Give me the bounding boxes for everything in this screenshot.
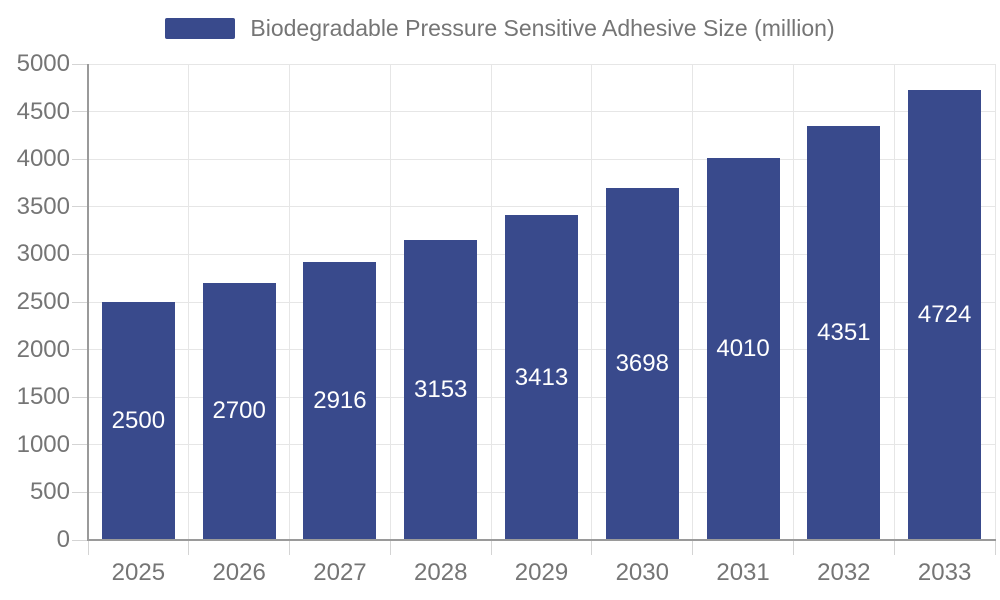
y-tick	[72, 349, 88, 351]
gridline-h	[88, 111, 995, 113]
gridline-v	[692, 64, 694, 540]
x-tick-label: 2026	[212, 559, 266, 586]
bar-value-label: 4010	[716, 335, 770, 363]
y-tick	[72, 396, 88, 398]
y-tick	[72, 539, 88, 541]
y-tick	[72, 158, 88, 160]
gridline-v	[893, 64, 895, 540]
x-tick	[389, 540, 391, 555]
bar-2025[interactable]: 2500	[101, 302, 175, 540]
bar-value-label: 3698	[615, 349, 669, 377]
bar-2032[interactable]: 4351	[807, 125, 881, 540]
x-tick-label: 2032	[817, 559, 871, 586]
y-tick-label: 3000	[16, 240, 70, 268]
bar-value-label: 3153	[414, 375, 468, 403]
legend-swatch	[165, 17, 236, 39]
y-tick	[72, 301, 88, 303]
bar-2027[interactable]: 2916	[303, 262, 377, 540]
gridline-h	[88, 206, 995, 208]
y-tick-label: 1000	[16, 430, 70, 458]
x-tick	[490, 540, 492, 555]
bar-value-label: 2916	[313, 387, 367, 415]
y-tick-label: 2500	[16, 288, 70, 315]
y-tick	[72, 253, 88, 255]
bar-value-label: 2700	[212, 397, 266, 425]
x-tick-label: 2027	[313, 559, 367, 586]
x-tick	[87, 540, 89, 555]
y-tick-label: 3500	[16, 192, 70, 220]
gridline-v	[490, 64, 492, 540]
gridline-v	[289, 64, 291, 540]
y-tick-label: 1500	[16, 383, 70, 411]
plot-area: 0 500 1000 1500 2000 2500 3000 3500 4000 4500 5000…	[17, 52, 996, 585]
y-tick-label: 2000	[16, 335, 70, 363]
x-tick	[994, 540, 996, 555]
x-tick-label: 2029	[514, 559, 569, 586]
gridline-h	[88, 63, 995, 65]
y-tick	[72, 444, 88, 446]
legend-label: Biodegradable Pressure Sensitive Adhesiv…	[250, 14, 835, 41]
gridline-v	[792, 64, 794, 540]
x-tick-label: 2028	[414, 559, 468, 586]
bar-value-label: 4351	[817, 318, 871, 346]
gridline-v	[994, 64, 996, 540]
x-tick-label: 2033	[917, 559, 972, 586]
bar-2030[interactable]: 3698	[605, 187, 679, 540]
x-tick	[591, 540, 593, 555]
x-tick	[289, 540, 291, 555]
x-tick	[188, 540, 190, 555]
bar-value-label: 3413	[514, 363, 569, 391]
x-tick-label: 2030	[615, 559, 669, 586]
y-axis-line	[87, 64, 89, 540]
y-tick	[72, 111, 88, 113]
y-tick-label: 5000	[16, 50, 70, 77]
gridline-v	[389, 64, 391, 540]
x-tick	[692, 540, 694, 555]
gridline-v	[591, 64, 593, 540]
bar-2028[interactable]: 3153	[404, 239, 478, 540]
y-tick-label: 500	[29, 478, 70, 506]
y-tick	[72, 63, 88, 65]
bar-2031[interactable]: 4010	[706, 158, 780, 540]
bar-value-label: 2500	[111, 407, 166, 434]
gridline-v	[188, 64, 190, 540]
gridline-h	[88, 158, 995, 160]
x-tick-label: 2025	[111, 559, 166, 586]
x-tick-label: 2031	[716, 559, 770, 586]
x-axis-line	[87, 539, 996, 541]
bar-2033[interactable]: 4724	[908, 90, 982, 540]
x-tick	[792, 540, 794, 555]
y-tick	[72, 206, 88, 208]
legend-item[interactable]: Biodegradable Pressure Sensitive Adhesiv…	[0, 0, 1000, 56]
bar-2026[interactable]: 2700	[202, 282, 276, 540]
x-tick	[893, 540, 895, 555]
y-tick-label: 0	[56, 526, 70, 553]
y-tick-label: 4500	[16, 97, 70, 125]
bar-2029[interactable]: 3413	[505, 215, 578, 540]
y-tick	[72, 491, 88, 493]
bar-value-label: 4724	[917, 301, 972, 329]
y-tick-label: 4000	[16, 145, 70, 173]
